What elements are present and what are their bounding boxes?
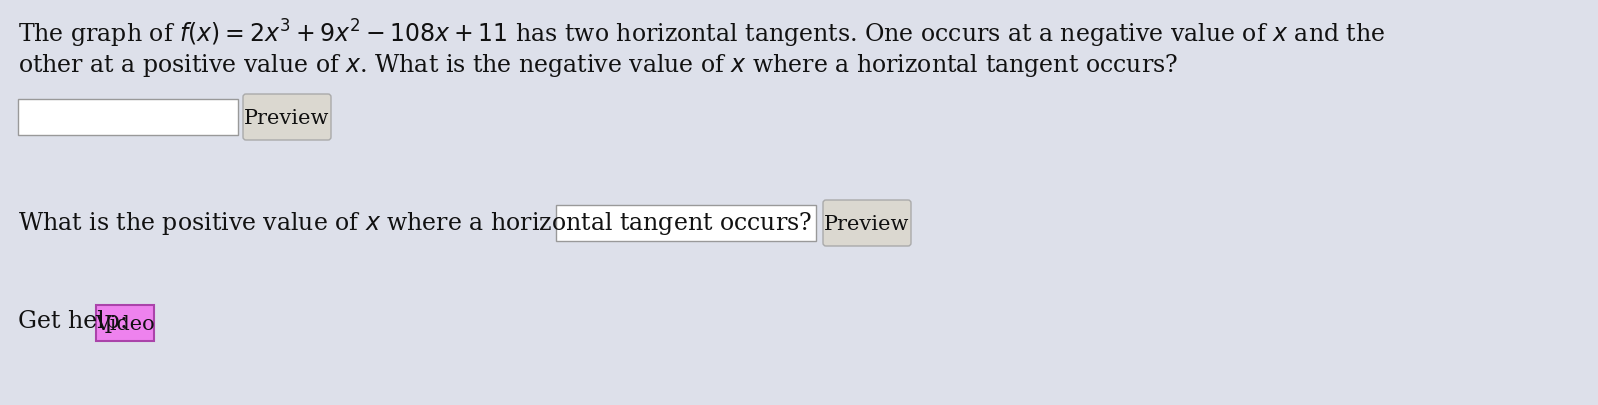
Text: What is the positive value of $x$ where a horizontal tangent occurs?: What is the positive value of $x$ where … <box>18 209 812 237</box>
Text: other at a positive value of $x$. What is the negative value of $x$ where a hori: other at a positive value of $x$. What i… <box>18 52 1178 79</box>
Text: Get help:: Get help: <box>18 309 142 332</box>
FancyBboxPatch shape <box>243 95 331 141</box>
FancyBboxPatch shape <box>823 200 911 246</box>
Text: Preview: Preview <box>244 108 329 127</box>
FancyBboxPatch shape <box>18 100 238 136</box>
Text: The graph of $f(x) = 2x^3 + 9x^2 - 108x + 11$ has two horizontal tangents. One o: The graph of $f(x) = 2x^3 + 9x^2 - 108x … <box>18 18 1385 50</box>
FancyBboxPatch shape <box>556 205 817 241</box>
Text: Video: Video <box>96 314 155 333</box>
Text: Preview: Preview <box>825 214 909 233</box>
FancyBboxPatch shape <box>96 305 153 341</box>
